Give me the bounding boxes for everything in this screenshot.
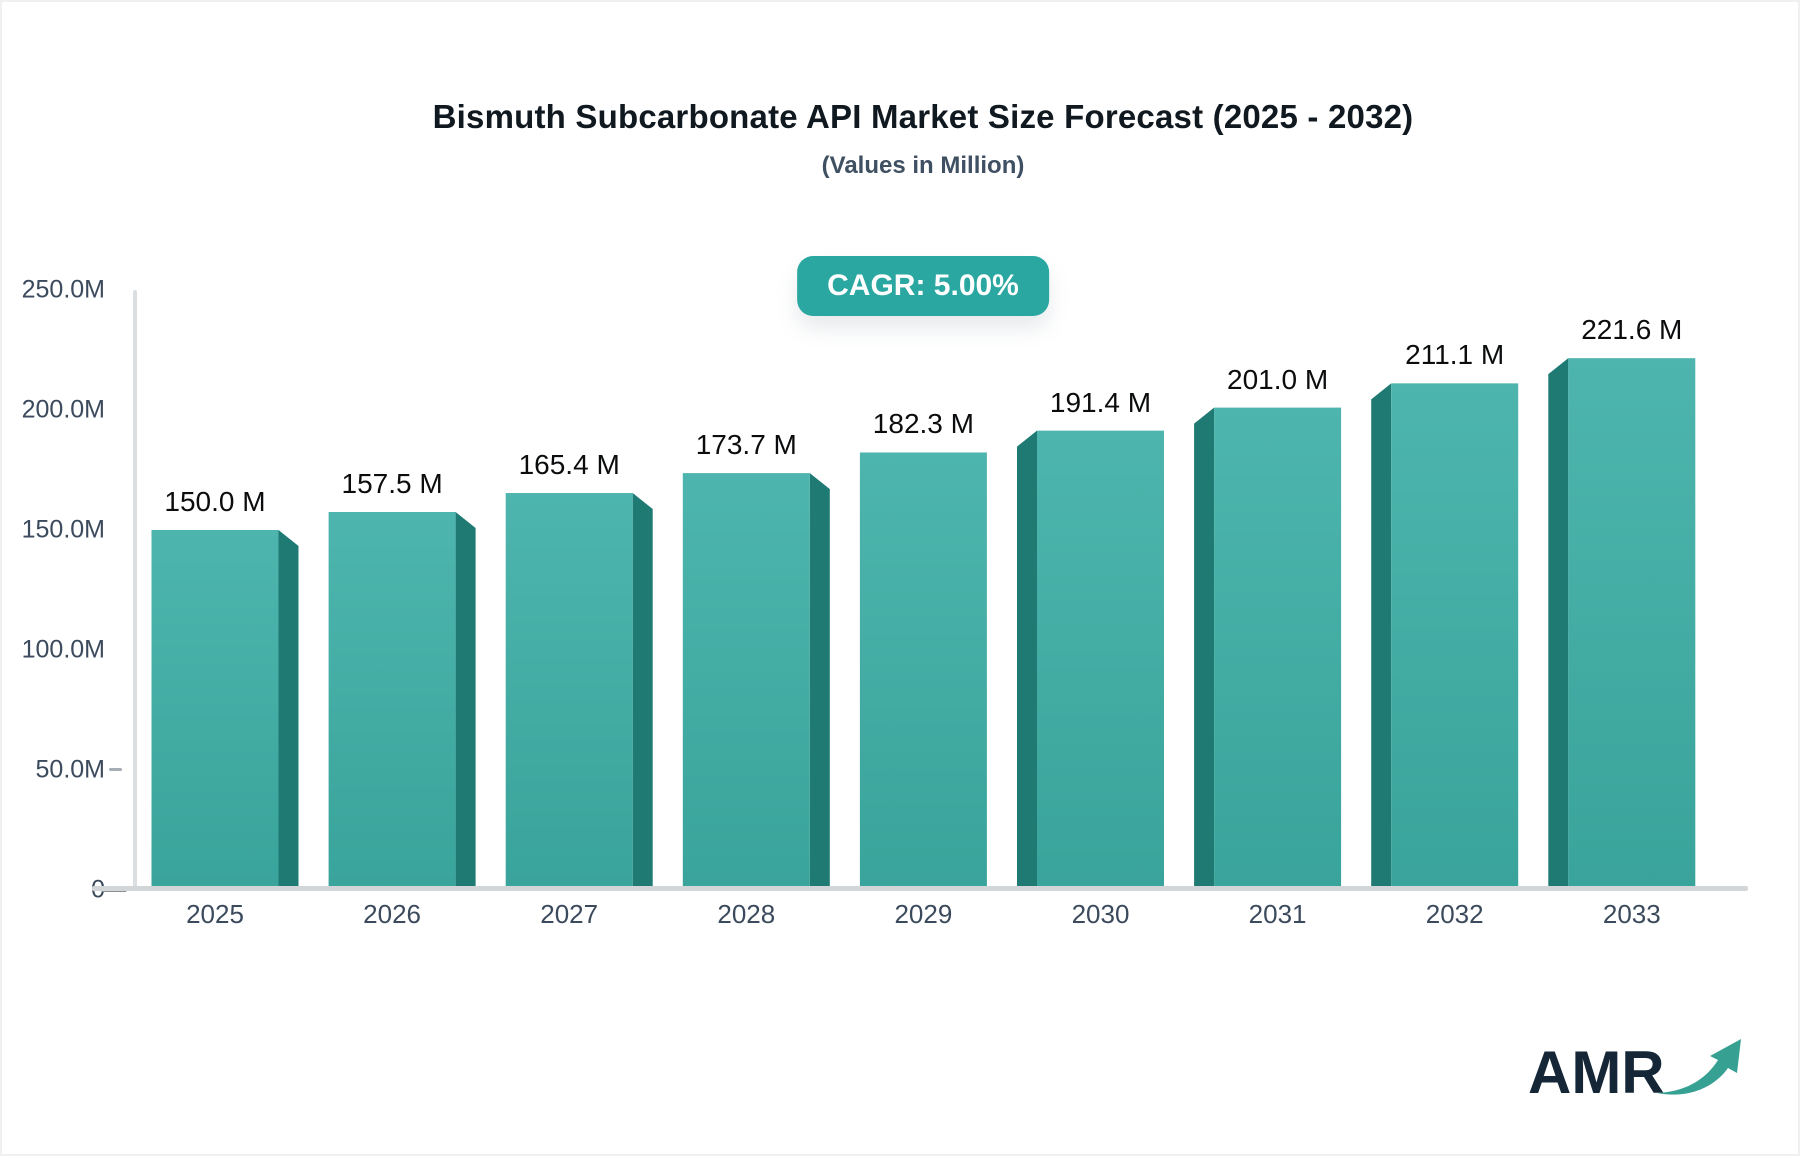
x-tick-label: 2030 — [1071, 899, 1130, 929]
amr-logo: AMR — [1528, 1036, 1751, 1104]
bar-2025 — [151, 530, 299, 890]
x-tick-label: 2031 — [1248, 899, 1307, 929]
bar-2027 — [505, 493, 653, 890]
chart-title: Bismuth Subcarbonate API Market Size For… — [432, 98, 1414, 135]
bar-side-2028 — [809, 473, 830, 890]
y-tick-label: 150.0M — [21, 515, 105, 544]
x-tick-label: 2033 — [1602, 899, 1661, 929]
bar-value-label: 201.0 M — [1227, 363, 1329, 395]
bar-side-2027 — [632, 493, 653, 890]
bar-side-2031 — [1194, 407, 1215, 890]
y-tick-label: 50.0M — [35, 755, 105, 784]
bar-2029 — [859, 452, 987, 890]
bar-2030 — [1017, 430, 1164, 890]
bar-value-label: 211.1 M — [1405, 339, 1505, 371]
bar-value-label: 191.4 M — [1049, 386, 1152, 418]
bar-face-2027 — [505, 493, 633, 890]
x-tick-label: 2028 — [717, 899, 776, 929]
cagr-badge: CAGR: 5.00% — [797, 256, 1049, 316]
bar-side-2032 — [1371, 383, 1392, 890]
x-tick-label: 2025 — [186, 899, 244, 929]
bar-side-2026 — [455, 512, 476, 890]
growth-arrow-icon — [1656, 1039, 1741, 1095]
y-tick-mark — [109, 768, 122, 771]
x-tick-label: 2032 — [1425, 899, 1484, 929]
bar-face-2029 — [859, 452, 987, 890]
bar-value-label: 150.0 M — [164, 486, 266, 517]
bar-face-2032 — [1391, 383, 1519, 890]
bars-group — [151, 358, 1696, 890]
bar-face-2033 — [1568, 358, 1696, 890]
x-axis-line — [92, 886, 1748, 891]
bar-side-2033 — [1548, 358, 1569, 890]
bar-value-label: 157.5 M — [341, 468, 443, 499]
bar-value-label: 165.4 M — [518, 449, 620, 481]
bar-2032 — [1371, 383, 1519, 890]
bar-face-2025 — [151, 530, 279, 890]
bar-2031 — [1194, 407, 1342, 890]
bar-face-2028 — [682, 473, 810, 890]
y-tick-label: 250.0M — [21, 275, 105, 304]
x-tick-label: 2027 — [540, 899, 599, 929]
bar-2028 — [682, 473, 830, 890]
bar-side-2025 — [278, 530, 299, 890]
y-tick-label: 100.0M — [21, 635, 105, 664]
amr-logo-text: AMR — [1528, 1039, 1665, 1106]
bar-2026 — [328, 512, 476, 890]
bar-value-label: 221.6 M — [1581, 314, 1683, 346]
bar-face-2030 — [1037, 430, 1164, 890]
y-tick-label: 200.0M — [21, 395, 105, 424]
bar-2033 — [1548, 358, 1696, 890]
y-axis-line — [133, 290, 137, 890]
chart-subtitle: (Values in Million) — [821, 152, 1025, 179]
x-tick-label: 2029 — [894, 899, 953, 929]
bar-face-2026 — [328, 512, 456, 890]
bar-value-label: 173.7 M — [695, 429, 797, 461]
x-tick-label: 2026 — [363, 899, 422, 929]
bar-side-2030 — [1017, 430, 1037, 890]
bar-face-2031 — [1214, 407, 1342, 890]
bar-value-label: 182.3 M — [872, 408, 974, 440]
